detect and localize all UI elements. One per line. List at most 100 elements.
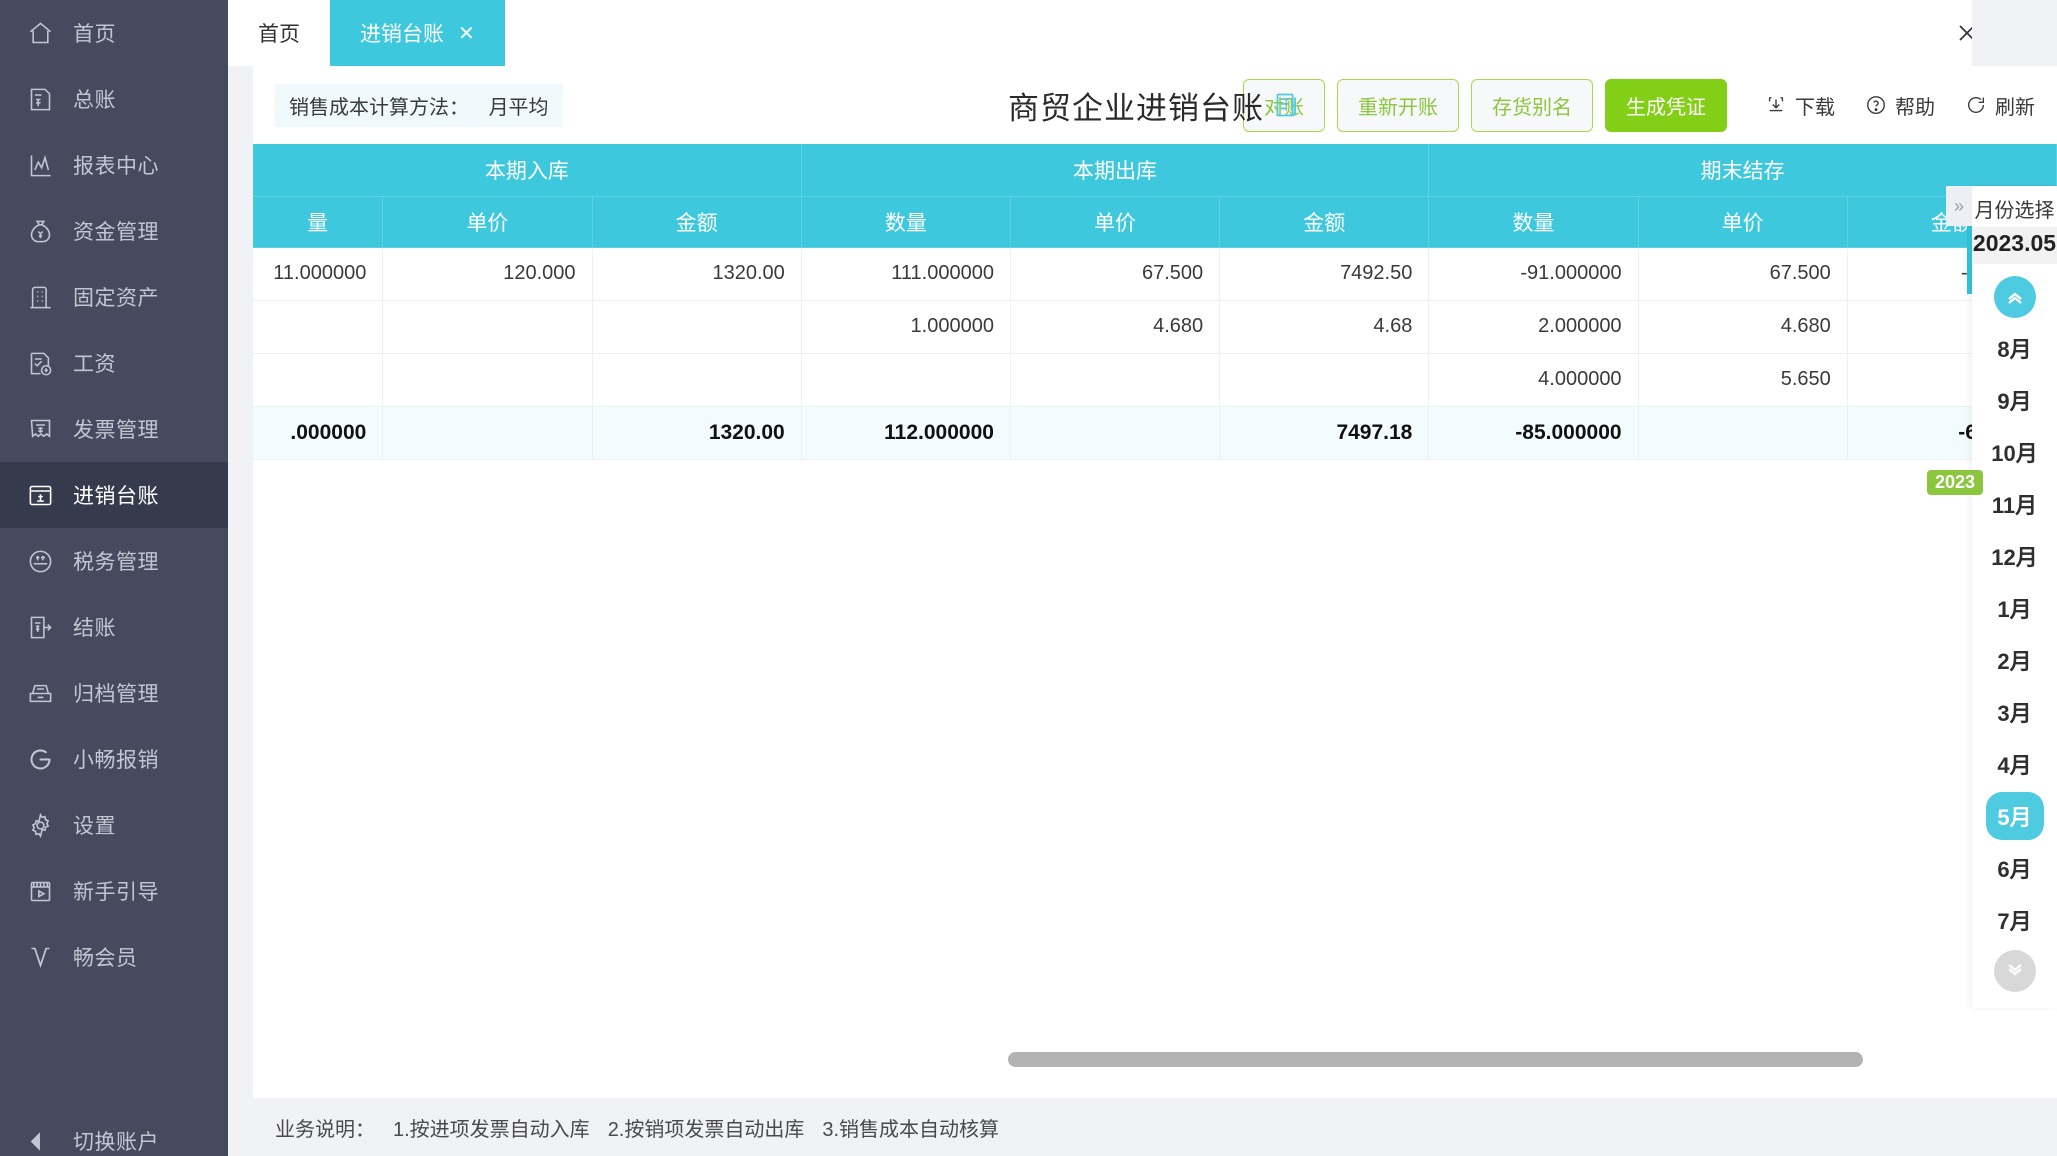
- sidebar-item-report-center[interactable]: 报表中心: [0, 132, 228, 198]
- sidebar-item-home[interactable]: 首页: [0, 0, 228, 66]
- generate-voucher-button[interactable]: 生成凭证: [1605, 78, 1727, 132]
- cell: 7492.50: [1219, 247, 1430, 301]
- home-icon: [25, 18, 55, 48]
- col-outbound-amount: 金额: [1219, 196, 1430, 248]
- sidebar-bottom: 切换账户: [0, 1108, 228, 1156]
- tab-bar: 首页 进销台账 ✕: [228, 0, 2057, 66]
- cell: 1320.00: [592, 247, 802, 301]
- vip-icon: [25, 942, 55, 972]
- cost-method-label: 销售成本计算方法：: [289, 96, 469, 119]
- sidebar-item-fixed-assets[interactable]: 固定资产: [0, 264, 228, 330]
- sidebar-item-settings[interactable]: 设置: [0, 792, 228, 858]
- cell: 4.000000: [1428, 353, 1639, 407]
- sidebar-item-fund-management[interactable]: 资金管理: [0, 198, 228, 264]
- sidebar-item-label: 报表中心: [73, 155, 159, 178]
- help-label: 帮助: [1895, 96, 1935, 119]
- cell: 67.500: [1010, 247, 1221, 301]
- cell: .000000: [253, 406, 384, 460]
- sidebar-item-label: 设置: [73, 815, 116, 838]
- building-icon: [25, 282, 55, 312]
- cell: 112.000000: [801, 406, 1011, 460]
- close-icon: [1959, 25, 1975, 41]
- table-row[interactable]: 11.000000 120.000 1320.00 111.000000 67.…: [253, 247, 2057, 301]
- col-outbound-price: 单价: [1010, 196, 1221, 248]
- report-icon: [25, 150, 55, 180]
- month-panel-title: 月份选择: [1974, 200, 2055, 222]
- sidebar-item-general-ledger[interactable]: 总账: [0, 66, 228, 132]
- sidebar-item-purchase-sales-ledger[interactable]: 进销台账: [0, 462, 228, 528]
- help-button[interactable]: 帮助: [1865, 91, 1935, 120]
- month-item-5[interactable]: 5月: [1985, 792, 2044, 840]
- sidebar-item-label: 结账: [73, 617, 116, 640]
- main-area: 首页 进销台账 ✕ 销售成本计算方法： 月平均: [228, 0, 2057, 1156]
- tab-label: 首页: [258, 23, 300, 46]
- money-bag-icon: [25, 216, 55, 246]
- business-note-2: 2.按销项发票自动出库: [607, 1118, 805, 1141]
- month-item-7[interactable]: 7月: [1997, 909, 2032, 934]
- reopen-account-button[interactable]: 重新开账: [1337, 78, 1459, 132]
- tab-purchase-sales-ledger[interactable]: 进销台账 ✕: [330, 0, 505, 66]
- scroll-up-button[interactable]: [1993, 276, 2036, 318]
- horizontal-scrollbar[interactable]: [253, 1052, 2057, 1068]
- scroll-down-button[interactable]: [1993, 950, 2036, 992]
- download-button[interactable]: 下载: [1765, 91, 1835, 120]
- sidebar-item-label: 归档管理: [73, 683, 159, 706]
- month-item-11[interactable]: 11月: [1991, 493, 2038, 518]
- purchase-sales-icon: [25, 480, 55, 510]
- chevron-up-icon: [2007, 292, 2022, 304]
- sidebar-item-tax-management[interactable]: 税务管理: [0, 528, 228, 594]
- month-list: 8月 9月 10月 11月 12月 1月 2月 3月 4月 5月 6月 7月: [1972, 264, 2057, 1008]
- col-ending-price: 单价: [1638, 196, 1848, 248]
- sidebar-item-reimbursement[interactable]: 小畅报销: [0, 726, 228, 792]
- table-body: 11.000000 120.000 1320.00 111.000000 67.…: [253, 247, 2057, 460]
- cell: [801, 353, 1011, 407]
- cell: [382, 353, 593, 407]
- reimburse-icon: [25, 744, 55, 774]
- cell: 4.680: [1638, 300, 1848, 354]
- month-item-1[interactable]: 1月: [1997, 597, 2032, 622]
- sidebar-item-label: 工资: [73, 353, 116, 376]
- close-window-button[interactable]: [1937, 0, 1997, 66]
- col-inbound-amount: 金额: [592, 196, 802, 248]
- month-item-2[interactable]: 2月: [1997, 649, 2032, 674]
- cost-method-indicator[interactable]: 销售成本计算方法： 月平均: [275, 83, 563, 127]
- sidebar-item-label: 税务管理: [73, 551, 159, 574]
- month-item-4[interactable]: 4月: [1997, 753, 2032, 778]
- col-inbound-price: 单价: [382, 196, 593, 248]
- sidebar-item-invoice-management[interactable]: 发票管理: [0, 396, 228, 462]
- sidebar-item-closing[interactable]: 结账: [0, 594, 228, 660]
- ledger-table-area[interactable]: 本期入库 本期出库 期末结存 量 单价 金额 数量 单价 金额 数量: [253, 144, 2057, 1098]
- tab-close-icon[interactable]: ✕: [458, 22, 475, 45]
- month-item-8[interactable]: 8月: [1997, 337, 2032, 362]
- sidebar-item-beginner-guide[interactable]: 新手引导: [0, 858, 228, 924]
- refresh-button[interactable]: 刷新: [1965, 91, 2035, 120]
- collapse-month-panel-button[interactable]: »: [1946, 186, 1972, 226]
- month-item-9[interactable]: 9月: [1997, 389, 2032, 414]
- inventory-alias-button[interactable]: 存货别名: [1471, 78, 1593, 132]
- reconcile-button[interactable]: 对账: [1243, 78, 1325, 132]
- scrollbar-thumb[interactable]: [1008, 1052, 1863, 1067]
- month-item-6[interactable]: 6月: [1997, 857, 2032, 882]
- cell: 5.650: [1638, 353, 1848, 407]
- invoice-icon: [25, 414, 55, 444]
- table-row[interactable]: 4.000000 5.650 22.60: [253, 353, 2057, 407]
- sidebar-item-label: 进销台账: [73, 485, 159, 508]
- tab-home[interactable]: 首页: [228, 0, 330, 66]
- cell: 120.000: [382, 247, 593, 301]
- table-row[interactable]: 1.000000 4.680 4.68 2.000000 4.680 9.36: [253, 300, 2057, 354]
- sidebar-item-payroll[interactable]: 工资: [0, 330, 228, 396]
- table-head: 本期入库 本期出库 期末结存 量 单价 金额 数量 单价 金额 数量: [253, 144, 2057, 248]
- month-item-12[interactable]: 12月: [1991, 545, 2038, 570]
- sidebar-item-archive-management[interactable]: 归档管理: [0, 660, 228, 726]
- sidebar-item-switch-account[interactable]: 切换账户: [0, 1108, 228, 1156]
- ledger-icon: [25, 84, 55, 114]
- sidebar-item-vip[interactable]: 畅会员: [0, 924, 228, 990]
- month-item-10[interactable]: 10月: [1991, 441, 2038, 466]
- sidebar-item-label: 畅会员: [73, 947, 138, 970]
- month-item-3[interactable]: 3月: [1997, 701, 2032, 726]
- cell: 67.500: [1638, 247, 1848, 301]
- cell: 4.68: [1219, 300, 1430, 354]
- sidebar: 首页 总账 报表中心 资金管理 固定资产 工资 发票管理 进销台账: [0, 0, 228, 1156]
- cell: 4.680: [1010, 300, 1221, 354]
- sidebar-item-label: 发票管理: [73, 419, 159, 442]
